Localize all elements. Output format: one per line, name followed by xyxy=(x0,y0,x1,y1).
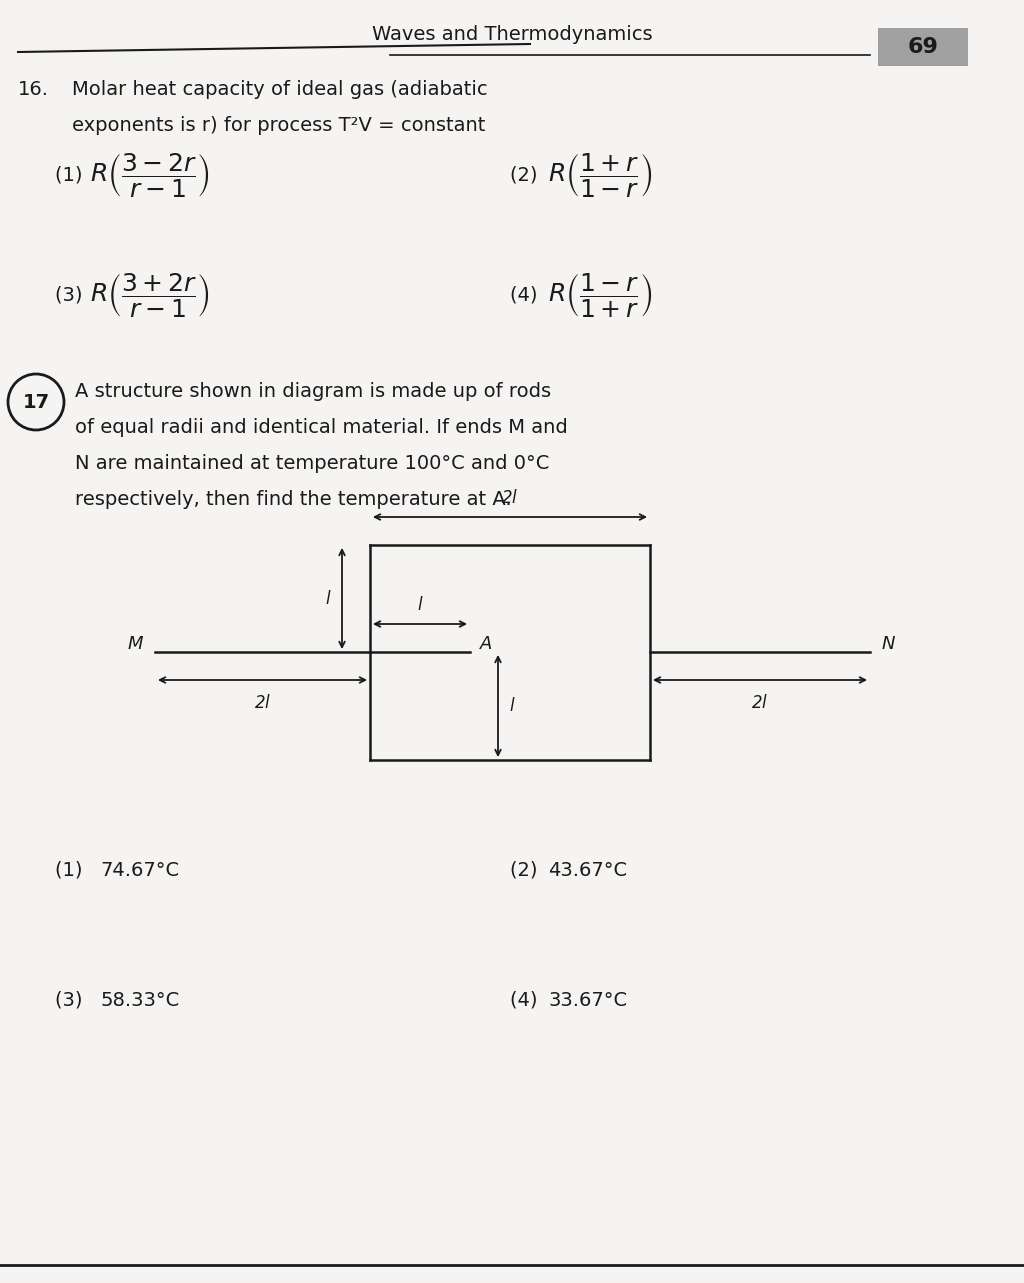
Text: exponents is r) for process T²V = constant: exponents is r) for process T²V = consta… xyxy=(72,115,485,135)
Text: $R\left(\dfrac{3-2r}{r-1}\right)$: $R\left(\dfrac{3-2r}{r-1}\right)$ xyxy=(90,151,210,199)
Text: (4): (4) xyxy=(510,990,550,1010)
Text: (2): (2) xyxy=(510,861,550,880)
Text: respectively, then find the temperature at A.: respectively, then find the temperature … xyxy=(75,490,512,509)
Text: (4): (4) xyxy=(510,286,550,304)
Text: 16.: 16. xyxy=(18,80,49,99)
Text: N are maintained at temperature 100°C and 0°C: N are maintained at temperature 100°C an… xyxy=(75,454,549,473)
Text: Molar heat capacity of ideal gas (adiabatic: Molar heat capacity of ideal gas (adiaba… xyxy=(72,80,487,99)
FancyBboxPatch shape xyxy=(878,28,968,65)
Text: $l$: $l$ xyxy=(417,597,423,615)
Text: (3): (3) xyxy=(55,990,95,1010)
Text: A structure shown in diagram is made up of rods: A structure shown in diagram is made up … xyxy=(75,382,551,402)
Text: $R\left(\dfrac{3+2r}{r-1}\right)$: $R\left(\dfrac{3+2r}{r-1}\right)$ xyxy=(90,271,210,319)
Text: 2$l$: 2$l$ xyxy=(752,694,769,712)
Text: 58.33°C: 58.33°C xyxy=(100,990,179,1010)
Text: $R\left(\dfrac{1-r}{1+r}\right)$: $R\left(\dfrac{1-r}{1+r}\right)$ xyxy=(548,271,652,319)
Text: M: M xyxy=(128,635,143,653)
Text: 2$l$: 2$l$ xyxy=(502,489,518,507)
Text: (1): (1) xyxy=(55,166,95,185)
Text: $R\left(\dfrac{1+r}{1-r}\right)$: $R\left(\dfrac{1+r}{1-r}\right)$ xyxy=(548,151,652,199)
Text: $l$: $l$ xyxy=(325,589,332,607)
Text: 69: 69 xyxy=(907,37,938,56)
Text: 17: 17 xyxy=(23,393,49,412)
Text: (2): (2) xyxy=(510,166,550,185)
Text: (1): (1) xyxy=(55,861,95,880)
Text: $l$: $l$ xyxy=(509,697,515,715)
Text: 74.67°C: 74.67°C xyxy=(100,861,179,880)
Text: 43.67°C: 43.67°C xyxy=(548,861,627,880)
Text: Waves and Thermodynamics: Waves and Thermodynamics xyxy=(372,24,652,44)
Text: 2$l$: 2$l$ xyxy=(254,694,271,712)
Text: 33.67°C: 33.67°C xyxy=(548,990,627,1010)
Text: N: N xyxy=(882,635,896,653)
Text: A: A xyxy=(480,635,493,653)
Text: (3): (3) xyxy=(55,286,95,304)
Text: of equal radii and identical material. If ends M and: of equal radii and identical material. I… xyxy=(75,418,567,438)
